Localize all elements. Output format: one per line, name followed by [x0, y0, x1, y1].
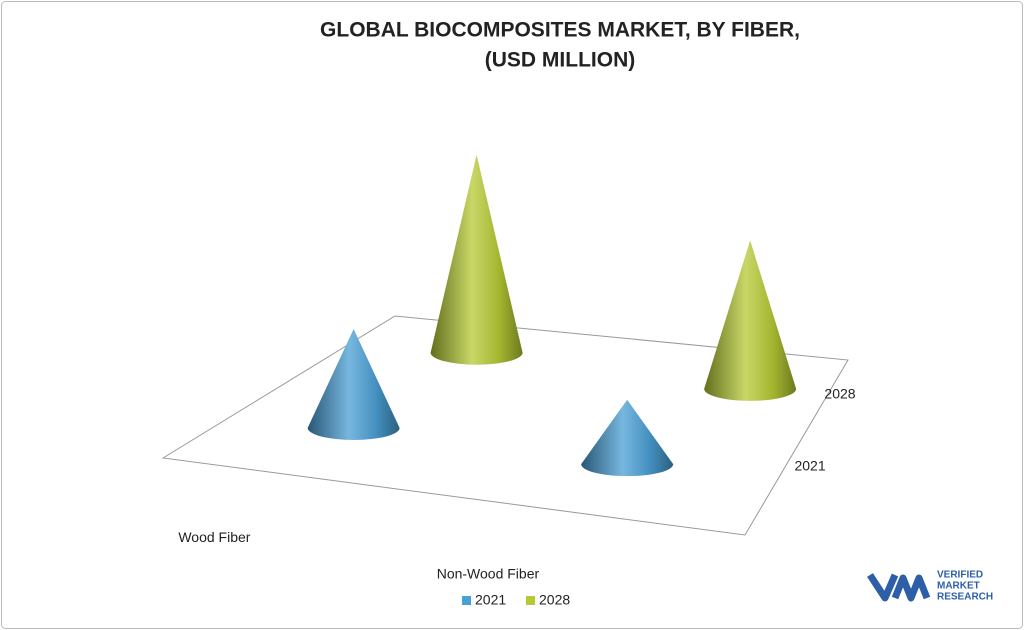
legend-label: 2021: [475, 592, 506, 608]
cone: [430, 154, 523, 365]
logo-text: VERIFIED: [937, 570, 983, 581]
cone: [581, 399, 674, 477]
cone: [704, 240, 797, 401]
logo: VERIFIED MARKET RESEARCH: [867, 570, 993, 603]
cone: [307, 328, 400, 440]
floor: [161, 315, 849, 536]
x-tick-label: Non-Wood Fiber: [437, 565, 540, 581]
chart-title: (USD MILLION): [485, 49, 635, 72]
x-tick-label: Wood Fiber: [178, 529, 250, 545]
logo-text: RESEARCH: [937, 592, 993, 603]
z-tick-label: 2028: [824, 386, 855, 402]
z-tick-label: 2021: [794, 457, 825, 473]
logo-text: MARKET: [937, 581, 980, 592]
legend-swatch: [462, 596, 471, 605]
legend-swatch: [526, 596, 535, 605]
legend-label: 2028: [539, 592, 570, 608]
chart-title: GLOBAL BIOCOMPOSITES MARKET, BY FIBER,: [320, 19, 800, 42]
